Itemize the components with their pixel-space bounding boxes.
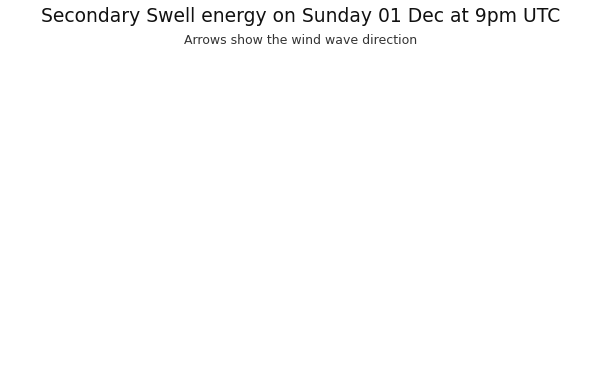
Text: Secondary Swell energy on Sunday 01 Dec at 9pm UTC: Secondary Swell energy on Sunday 01 Dec … — [41, 7, 560, 26]
Text: cartopy unavailable: No module named 'cartopy': cartopy unavailable: No module named 'ca… — [130, 211, 471, 226]
Text: Arrows show the wind wave direction: Arrows show the wind wave direction — [184, 34, 417, 47]
